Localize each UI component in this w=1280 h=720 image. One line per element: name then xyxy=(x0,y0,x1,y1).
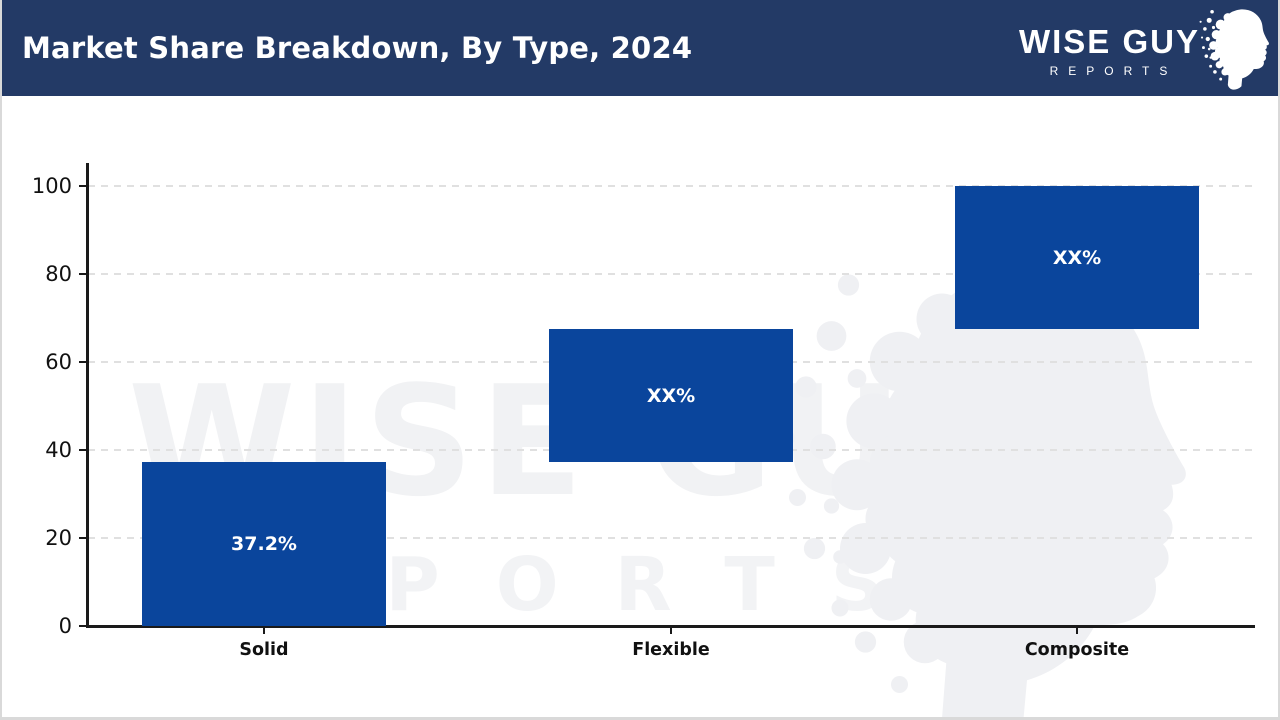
logo-wordmark: WISE GUY xyxy=(1018,22,1200,60)
y-tick-mark xyxy=(79,185,88,187)
y-tick-label: 100 xyxy=(31,174,72,198)
bar-value-label: 37.2% xyxy=(231,533,297,556)
y-tick-mark xyxy=(79,361,88,363)
page-title: Market Share Breakdown, By Type, 2024 xyxy=(22,31,693,65)
x-tick-label: Flexible xyxy=(632,640,710,660)
y-tick-mark xyxy=(79,449,88,451)
logo-text: WISE GUY REPORTS xyxy=(1019,23,1200,78)
x-tick-mark xyxy=(263,627,265,634)
bar-value-label: XX% xyxy=(646,384,696,407)
y-tick-label: 40 xyxy=(45,438,72,462)
y-tick-mark xyxy=(79,273,88,275)
plot: 0 20 40 60 80 100 37.2% XX% XX% Solid Flexible Comp… xyxy=(2,96,1278,717)
dissolving-head-icon xyxy=(1199,9,1269,90)
x-axis xyxy=(86,625,1255,628)
bar-value-label: XX% xyxy=(1052,246,1102,269)
x-tick-label: Composite xyxy=(1024,640,1130,660)
y-tick-label: 0 xyxy=(58,614,72,638)
bar-composite: XX% xyxy=(955,186,1199,329)
bar-solid: 37.2% xyxy=(142,462,386,626)
logo-subtitle: REPORTS xyxy=(1049,63,1178,78)
bar-flexible: XX% xyxy=(549,329,793,463)
chart-area: WISE GUY REPORTS 0 20 40 60 80 100 37.2% XX% XX%… xyxy=(2,96,1278,717)
y-tick-mark xyxy=(79,537,88,539)
y-tick-label: 20 xyxy=(45,526,72,550)
y-tick-label: 80 xyxy=(45,262,72,286)
header-bar: Market Share Breakdown, By Type, 2024 WI… xyxy=(2,0,1278,96)
wise-guy-logo: WISE GUY REPORTS xyxy=(1019,0,1276,96)
y-gridline xyxy=(88,537,1255,539)
y-gridline xyxy=(88,185,1255,187)
x-tick-label: Solid xyxy=(239,640,289,660)
x-tick-mark xyxy=(1076,627,1078,634)
y-gridline xyxy=(88,273,1255,275)
y-axis xyxy=(86,163,89,628)
x-tick-mark xyxy=(670,627,672,634)
y-tick-label: 60 xyxy=(45,350,72,374)
y-tick-mark xyxy=(79,625,88,627)
